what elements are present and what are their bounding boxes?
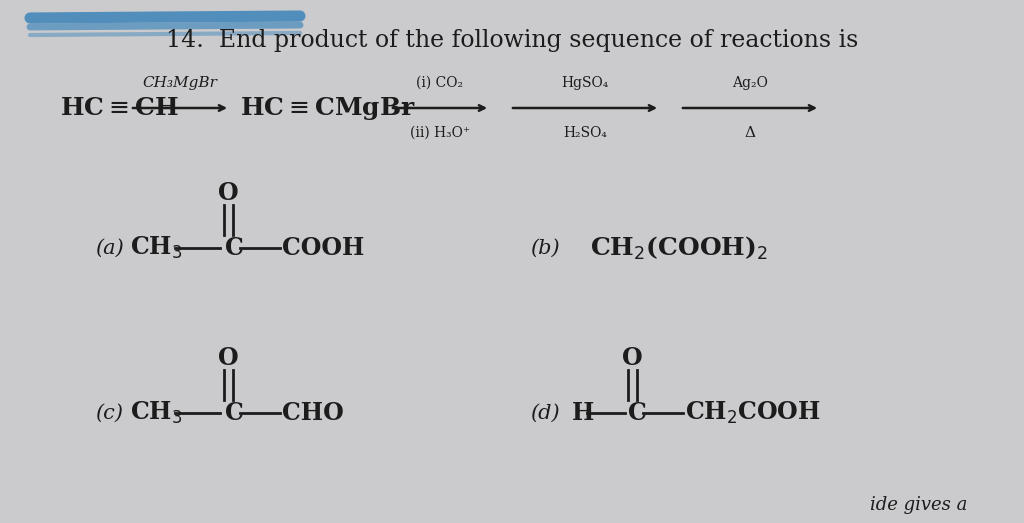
Text: O: O: [218, 181, 239, 205]
Text: C: C: [225, 401, 244, 425]
Text: (i) CO₂: (i) CO₂: [417, 76, 464, 90]
Text: (c): (c): [95, 404, 123, 423]
Text: O: O: [622, 346, 642, 370]
Text: CH$_3$: CH$_3$: [130, 400, 182, 426]
Text: H: H: [572, 401, 594, 425]
Text: (b): (b): [530, 238, 560, 257]
Text: CH$_2$COOH: CH$_2$COOH: [685, 400, 821, 426]
Text: C: C: [225, 236, 244, 260]
Text: (d): (d): [530, 404, 560, 423]
Text: HC$\equiv$CH: HC$\equiv$CH: [60, 96, 178, 120]
Text: (ii) H₃O⁺: (ii) H₃O⁺: [410, 126, 470, 140]
Text: CH$_2$(COOH)$_2$: CH$_2$(COOH)$_2$: [590, 234, 768, 262]
Text: COOH: COOH: [282, 236, 365, 260]
Text: Ag₂O: Ag₂O: [732, 76, 768, 90]
Text: (a): (a): [95, 238, 124, 257]
Text: 14.  End product of the following sequence of reactions is: 14. End product of the following sequenc…: [166, 28, 858, 51]
Text: C: C: [628, 401, 647, 425]
Text: CHO: CHO: [282, 401, 344, 425]
Text: H₂SO₄: H₂SO₄: [563, 126, 607, 140]
Text: O: O: [218, 346, 239, 370]
Text: Δ: Δ: [744, 126, 756, 140]
Text: CH$_3$: CH$_3$: [130, 235, 182, 261]
Text: CH₃MgBr: CH₃MgBr: [142, 76, 217, 90]
Text: HgSO₄: HgSO₄: [561, 76, 608, 90]
Text: HC$\equiv$CMgBr: HC$\equiv$CMgBr: [240, 95, 416, 121]
Text: ide gives a: ide gives a: [870, 496, 968, 514]
